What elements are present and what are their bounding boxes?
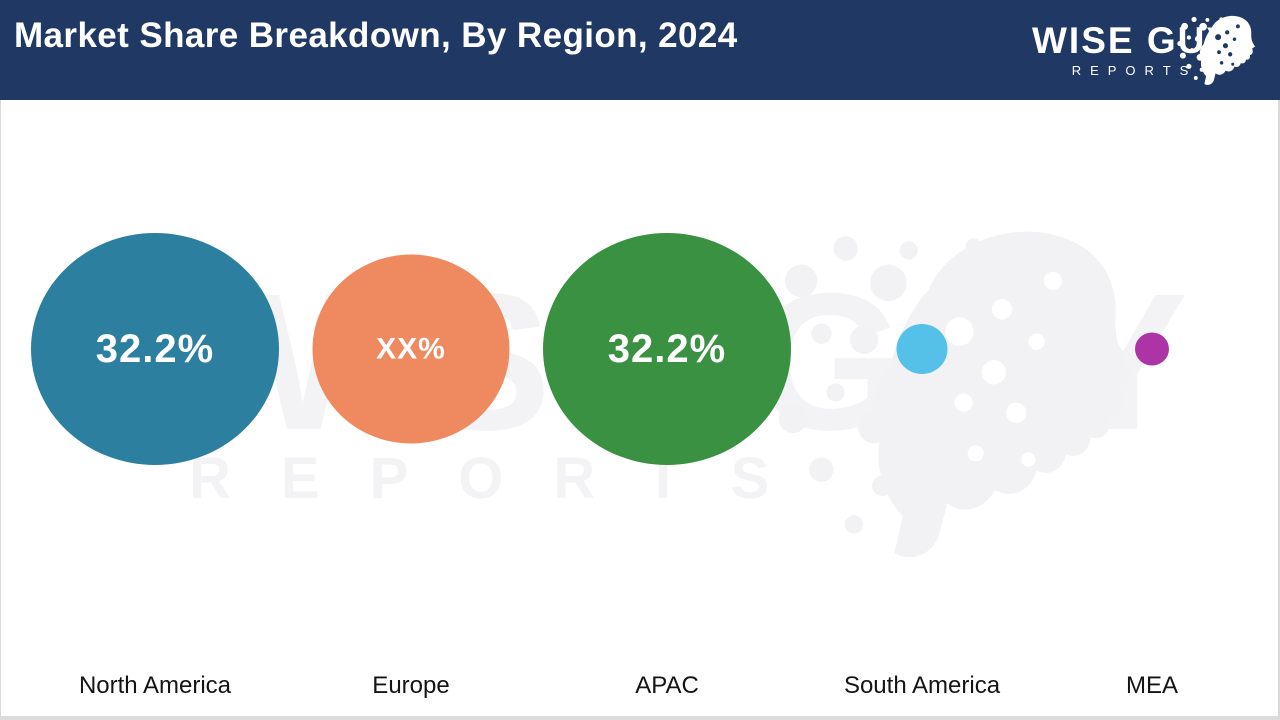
region-label-mea: MEA [1125,672,1179,699]
region-label-europe: Europe [372,672,450,699]
page-title: Market Share Breakdown, By Region, 2024 [14,16,738,55]
region-label-north-america: North America [78,672,232,699]
bubble-mea [1135,332,1169,366]
region-label-apac: APAC [635,672,699,699]
bubble-value-label: 32.2% [607,326,727,371]
watermark-dotted-head-icon [766,231,1134,558]
region-label-south-america: South America [843,672,1001,699]
bubble-north-america: 32.2% [31,233,279,465]
header-bar: Market Share Breakdown, By Region, 2024 … [0,0,1280,100]
brand-logo: WISE GUY REPORTS [1012,6,1262,94]
bubble-value-label: XX% [376,332,446,365]
bubble-value-label: 32.2% [95,326,215,371]
bubble-apac: 32.2% [543,233,791,465]
chart-area: WISE GUY REPORTS 32.2% XX% [0,100,1280,720]
dotted-head-icon [1177,15,1256,85]
bubble-europe: XX% [312,254,510,444]
watermark-reports-text: REPORTS [189,446,820,511]
brand-subname: REPORTS [1071,63,1198,78]
bubble-south-america [896,324,948,374]
